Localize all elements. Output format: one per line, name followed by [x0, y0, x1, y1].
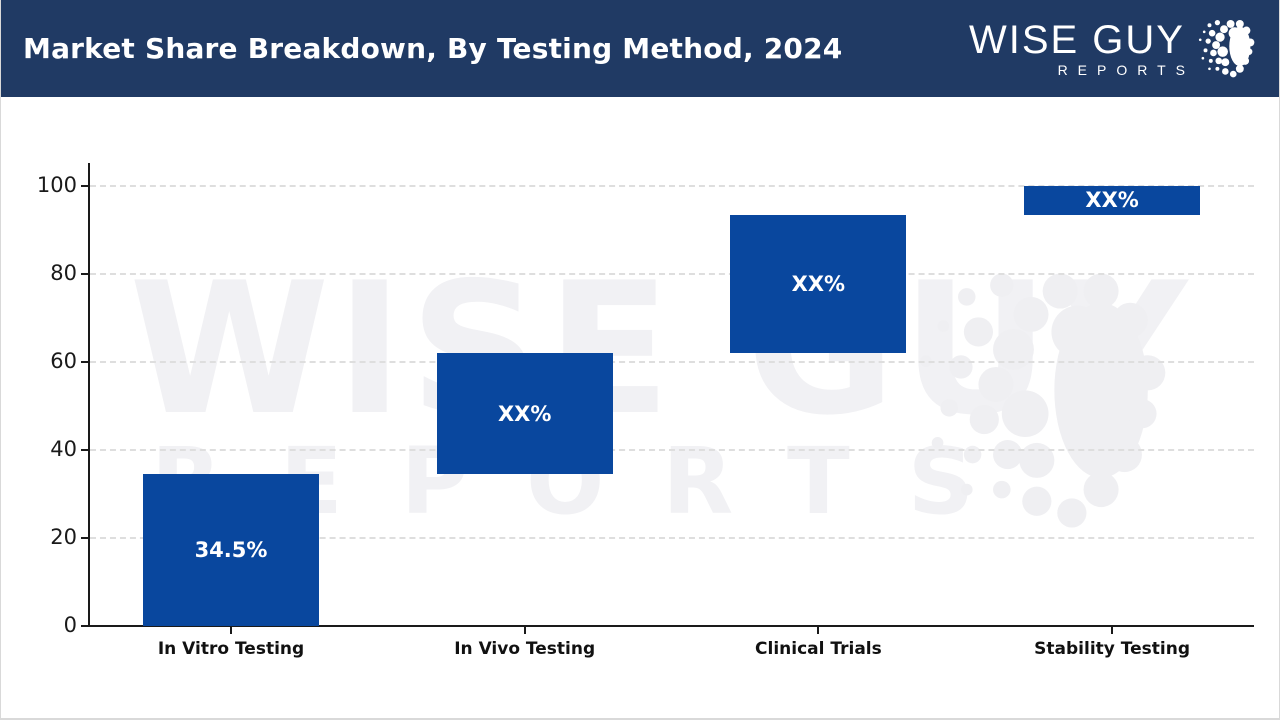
bar-value-label: XX%: [1085, 188, 1139, 213]
y-tick-mark: [81, 537, 89, 539]
y-tick-label: 0: [63, 613, 77, 637]
x-category-label: Stability Testing: [1034, 639, 1191, 659]
y-tick-mark: [81, 185, 89, 187]
x-tick-mark: [230, 627, 232, 634]
bar: XX%: [1024, 186, 1201, 215]
y-tick-mark: [81, 273, 89, 275]
watermark-head-icon: [920, 273, 1166, 528]
bar: XX%: [730, 214, 907, 354]
logo-subtitle: REPORTS: [1057, 62, 1195, 78]
bar-value-label: 34.5%: [194, 538, 268, 563]
x-category-label: In Vitro Testing: [157, 639, 305, 659]
y-tick-label: 40: [50, 437, 77, 461]
grid-line: [90, 449, 1254, 451]
grid-line: [90, 185, 1254, 187]
logo-wordmark: WISE GUY: [968, 18, 1185, 62]
x-category-label: In Vivo Testing: [454, 639, 596, 659]
bar-value-label: XX%: [497, 401, 552, 426]
x-axis: [88, 625, 1254, 627]
y-tick-label: 80: [50, 261, 77, 285]
y-tick-mark: [81, 361, 89, 363]
y-tick-label: 100: [36, 173, 77, 197]
y-axis: [88, 163, 90, 627]
grid-line: [90, 361, 1254, 363]
header: Market Share Breakdown, By Testing Metho…: [1, 0, 1279, 97]
x-category-label: Clinical Trials: [755, 639, 882, 659]
chart-title: Market Share Breakdown, By Testing Metho…: [23, 32, 843, 65]
x-tick-mark: [817, 627, 820, 634]
y-tick-label: 20: [50, 525, 77, 549]
x-tick-mark: [1111, 627, 1114, 634]
x-tick-mark: [523, 627, 526, 634]
bar-value-label: XX%: [791, 271, 846, 296]
bar: 34.5%: [143, 474, 319, 626]
y-tick-label: 60: [50, 349, 77, 373]
bar: XX%: [436, 353, 613, 475]
y-tick-mark: [81, 449, 89, 451]
logo-text: WISE GUY REPORTS: [969, 20, 1185, 77]
y-tick-mark: [81, 625, 89, 627]
wiseguy-head-icon: [1198, 19, 1255, 77]
grid-line: [90, 537, 1254, 539]
wiseguy-logo: WISE GUY REPORTS: [969, 11, 1257, 87]
grid-line: [90, 273, 1254, 275]
